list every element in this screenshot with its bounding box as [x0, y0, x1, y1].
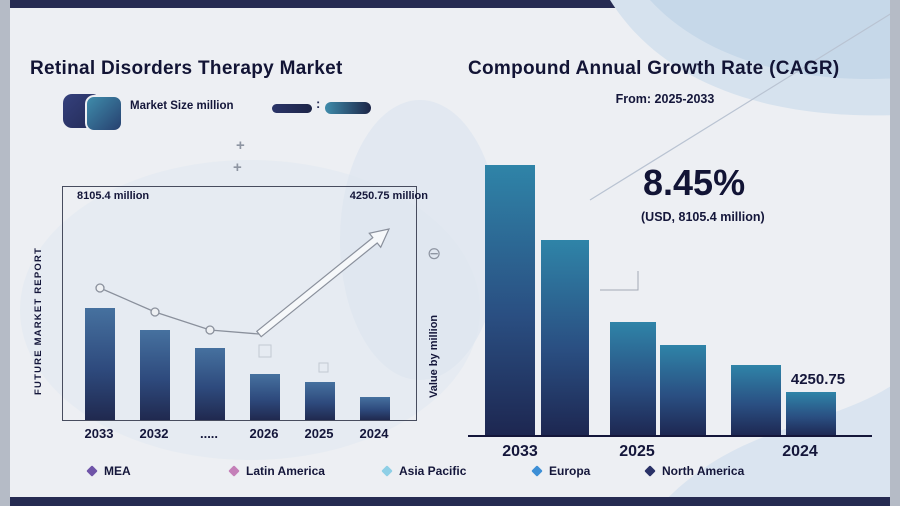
market-size-icon: [63, 92, 125, 132]
bottom-navy-band: [10, 497, 890, 506]
legend-label: North America: [662, 464, 745, 478]
x-axis-label: 2033: [84, 426, 114, 441]
pill-shape-gradient: [325, 102, 371, 114]
market-bar-2025: [305, 382, 335, 420]
diamond-icon: [228, 465, 240, 477]
left-y-axis-label: FUTURE MARKET REPORT: [33, 246, 44, 395]
market-bar-2032: [140, 330, 170, 420]
x-axis-label: 2025: [304, 426, 334, 441]
diamond-icon: [531, 465, 543, 477]
value-annotation-2024: 4250.75: [790, 371, 846, 388]
x-axis-label: 2024: [782, 443, 818, 460]
step-bracket-decoration: [600, 271, 639, 291]
cagr-bar-2025-b: [660, 345, 706, 437]
cagr-bar-2024-b: [786, 392, 836, 437]
legend-item-europa: Europa: [531, 464, 591, 478]
legend-item-asia-pacific: Asia Pacific: [381, 464, 467, 478]
right-edge-strip: [890, 0, 900, 506]
market-size-chart: [62, 186, 417, 421]
rounded-square-teal-icon: [85, 95, 123, 132]
cagr-bar-2024-a: [731, 365, 781, 437]
cagr-bar-2033-b: [541, 240, 589, 437]
left-edge-strip: [0, 0, 10, 506]
cagr-subtitle: From: 2025-2033: [615, 92, 715, 106]
plus-decoration: +: [233, 159, 242, 176]
bg-diagonal-line: [589, 7, 900, 201]
market-size-legend-label: Market Size million: [130, 100, 234, 112]
min-value-label: 4250.75 million: [349, 190, 428, 202]
trend-line: [99, 287, 260, 335]
legend-label: Asia Pacific: [399, 464, 467, 478]
growth-arrow: [255, 228, 391, 338]
trend-marker: [205, 325, 215, 335]
trend-marker: [95, 283, 105, 293]
cagr-percentage: 8.45%: [643, 162, 746, 203]
legend-item-latin-america: Latin America: [228, 464, 325, 478]
market-bars: [63, 187, 416, 420]
legend-label: MEA: [104, 464, 131, 478]
right-y-axis-label: Value by million: [428, 314, 440, 398]
decor-square: [318, 362, 329, 373]
market-bar-dots: [195, 348, 225, 420]
diamond-icon: [644, 465, 656, 477]
plus-decoration: +: [236, 137, 245, 154]
x-axis-label: 2033: [502, 443, 538, 460]
max-value-label: 8105.4 million: [77, 190, 150, 202]
x-axis-label: 2025: [619, 443, 655, 460]
top-navy-band: [10, 0, 890, 8]
legend-label: Europa: [549, 464, 591, 478]
x-axis-label: 2026: [249, 426, 279, 441]
cagr-basis: (USD, 8105.4 million): [641, 210, 765, 224]
cagr-bar-2033-a: [485, 165, 535, 437]
legend-item-mea: MEA: [86, 464, 131, 478]
market-bar-2033: [85, 308, 115, 420]
decor-square: [258, 344, 272, 358]
x-axis-label: .....: [199, 426, 219, 441]
bg-swoosh-inner: [650, 0, 900, 80]
bg-blob-center: [340, 100, 500, 380]
legend-label: Latin America: [246, 464, 325, 478]
trend-marker: [150, 307, 160, 317]
x-axis-label: 2024: [359, 426, 389, 441]
x-axis-label: 2032: [139, 426, 169, 441]
market-bar-2024: [360, 397, 390, 420]
diamond-icon: [86, 465, 98, 477]
page-title-left: Retinal Disorders Therapy Market: [30, 58, 343, 79]
cagr-bar-2025-a: [610, 322, 656, 437]
page-title-right: Compound Annual Growth Rate (CAGR): [468, 58, 840, 79]
bg-wave-bottom-right: [660, 380, 900, 506]
legend-item-north-america: North America: [644, 464, 745, 478]
colon-separator: :: [316, 96, 321, 111]
market-bar-2026: [250, 374, 280, 420]
circle-minus-decoration: ⊖: [427, 244, 442, 263]
trend-line-and-arrow: [95, 228, 391, 373]
pill-shape-navy: [272, 104, 312, 113]
diamond-icon: [381, 465, 393, 477]
right-chart-axis: [468, 435, 872, 437]
